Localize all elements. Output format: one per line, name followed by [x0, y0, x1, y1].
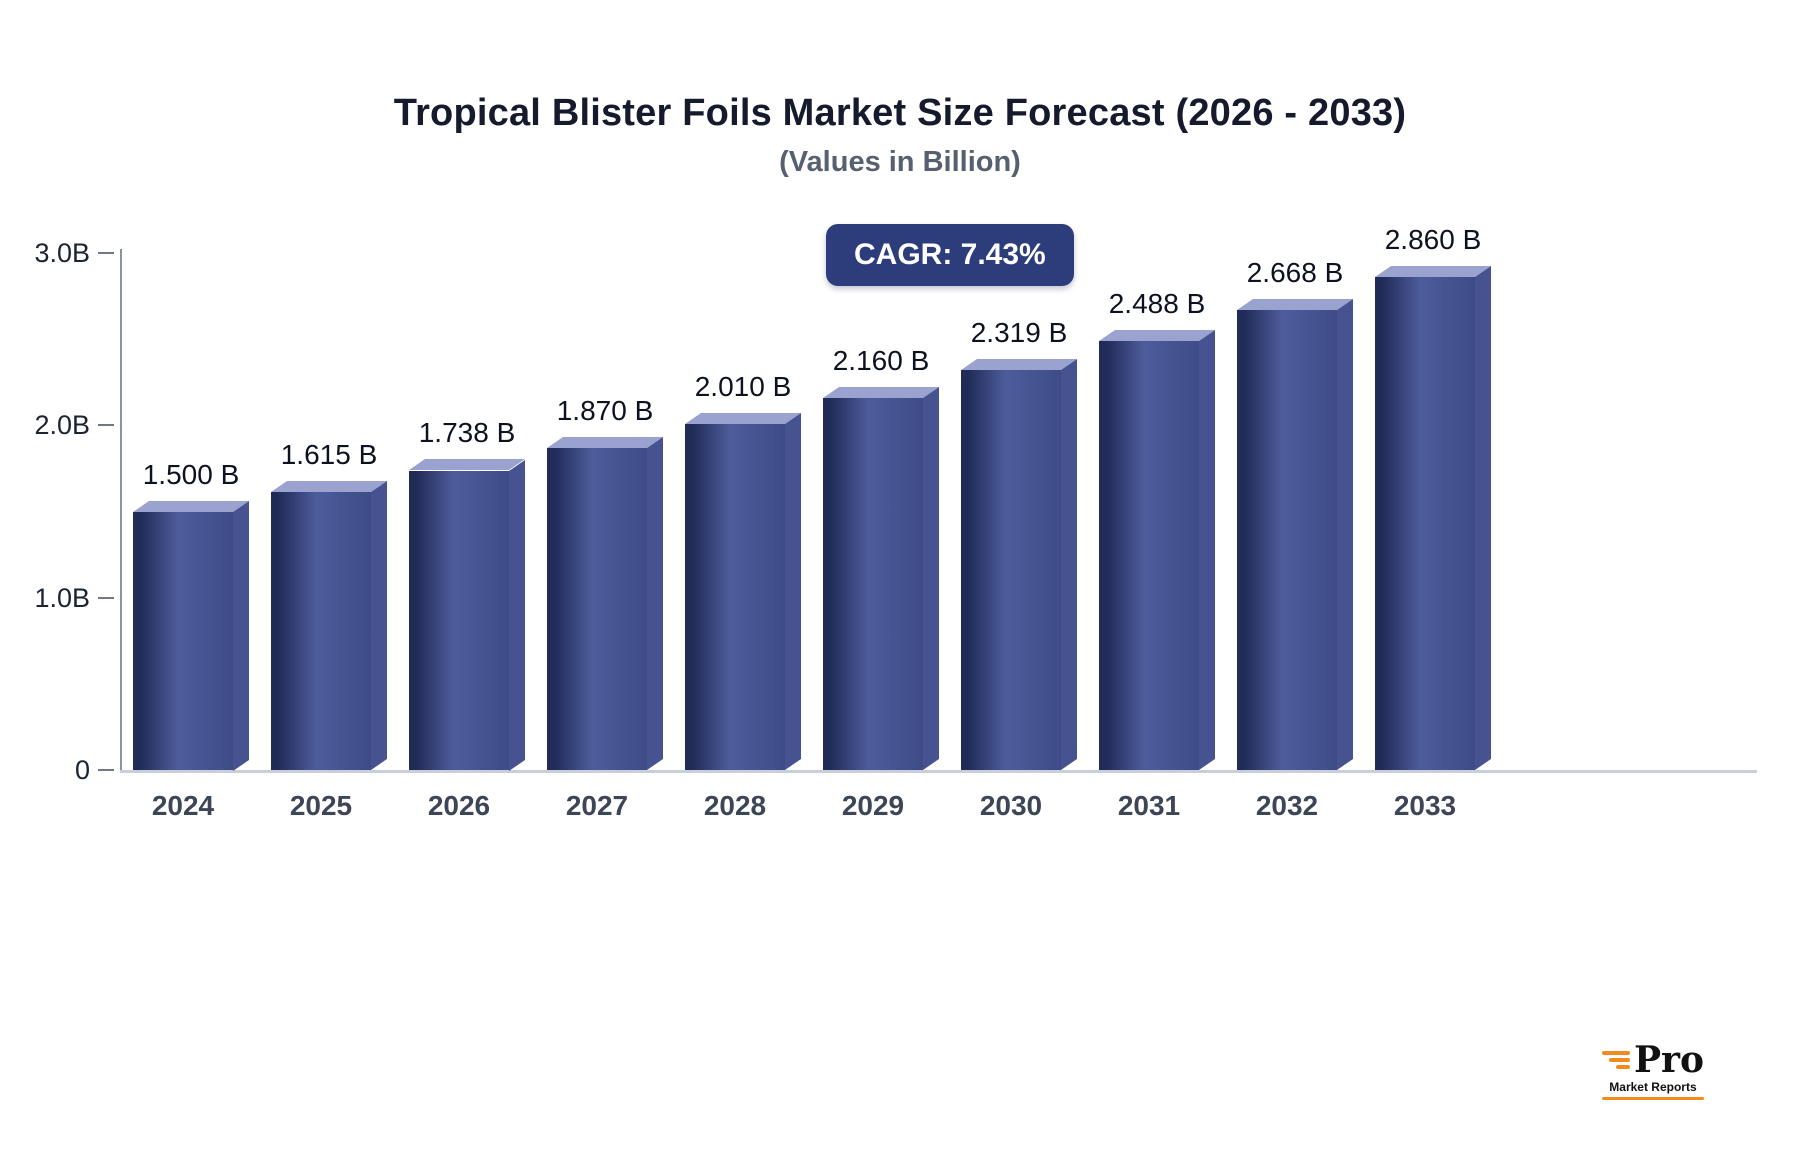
bar [409, 470, 509, 770]
bar-side-face [509, 459, 525, 770]
y-axis-tick-mark [98, 252, 114, 254]
logo-brand-text: Pro [1633, 1039, 1704, 1081]
bar [1375, 277, 1475, 770]
bar [1237, 310, 1337, 770]
bar [823, 397, 923, 770]
bar-side-face [1199, 330, 1215, 770]
bar-value-label: 2.160 B [832, 344, 930, 376]
x-axis-category-label: 2026 [427, 790, 491, 821]
bar-side-face [785, 412, 801, 770]
bar-top-face [409, 459, 526, 471]
x-axis-baseline [120, 770, 1757, 773]
bar [271, 491, 371, 770]
logo-underline [1601, 1097, 1704, 1100]
y-axis-tick-label: 3.0B [34, 238, 90, 268]
x-axis-category-label: 2031 [1117, 790, 1181, 821]
bar-side-face [1061, 359, 1077, 770]
x-axis-category-label: 2024 [151, 790, 215, 821]
x-axis-category-label: 2028 [703, 790, 767, 821]
y-axis-tick-label: 0 [74, 755, 90, 785]
y-axis-tick-mark [98, 769, 114, 771]
bar-value-label: 1.870 B [556, 394, 654, 426]
bar-top-face [823, 386, 940, 398]
plot-area: 3.0B 2.0B 1.0B 0 1.500 B 2024 1.615 B 2025 1.738… [34, 224, 1757, 821]
bar-value-label: 1.615 B [280, 438, 378, 470]
logo-bar [1601, 1051, 1630, 1055]
bar [961, 370, 1061, 770]
bar [133, 511, 233, 770]
x-axis-category-label: 2030 [979, 790, 1043, 821]
bar-top-face [685, 412, 802, 424]
bar [1099, 341, 1199, 770]
bar-value-label: 2.319 B [970, 317, 1068, 349]
chart-title: Tropical Blister Foils Market Size Forec… [393, 92, 1407, 134]
bar-top-face [1099, 330, 1216, 342]
pro-market-reports-logo: Pro Market Reports [1601, 1039, 1704, 1100]
logo-bar [1615, 1065, 1630, 1069]
bar-side-face [233, 500, 249, 770]
bar-side-face [923, 386, 939, 770]
bar-value-label: 1.500 B [142, 458, 240, 490]
x-axis-category-label: 2032 [1255, 790, 1319, 821]
cagr-badge: CAGR: 7.43% [826, 224, 1074, 286]
x-axis-category-label: 2025 [289, 790, 353, 821]
bar-side-face [371, 480, 387, 770]
y-axis-tick-mark [98, 424, 114, 427]
x-axis-category-label: 2027 [565, 790, 629, 821]
y-axis-tick-label: 1.0B [34, 582, 90, 613]
bar-top-face [133, 500, 250, 512]
bar-top-face [271, 480, 388, 492]
x-axis-category-label: 2029 [841, 790, 905, 821]
bar-value-label: 2.488 B [1108, 288, 1206, 320]
bar-top-face [961, 359, 1078, 371]
bar-value-label: 1.738 B [418, 417, 516, 449]
y-axis-line [120, 249, 122, 773]
bar-top-face [547, 436, 664, 448]
bar-value-label: 2.668 B [1246, 257, 1344, 289]
logo-bar [1608, 1058, 1630, 1062]
chart-subtitle: (Values in Billion) [779, 146, 1021, 178]
bar-side-face [1475, 266, 1491, 770]
bar-value-label: 2.860 B [1384, 224, 1482, 256]
bar-value-label: 2.010 B [694, 370, 792, 402]
bar-side-face [647, 436, 663, 770]
y-axis-tick-mark [98, 596, 114, 599]
bar [685, 423, 785, 770]
x-axis-category-label: 2033 [1393, 790, 1457, 821]
bar-top-face [1237, 299, 1354, 311]
logo-bars-icon [1601, 1051, 1630, 1069]
y-axis-tick-label: 2.0B [34, 410, 90, 441]
bar-top-face [1375, 266, 1492, 278]
bar [547, 447, 647, 770]
logo-subtext: Market Reports [1609, 1080, 1697, 1094]
bar-side-face [1337, 299, 1353, 770]
